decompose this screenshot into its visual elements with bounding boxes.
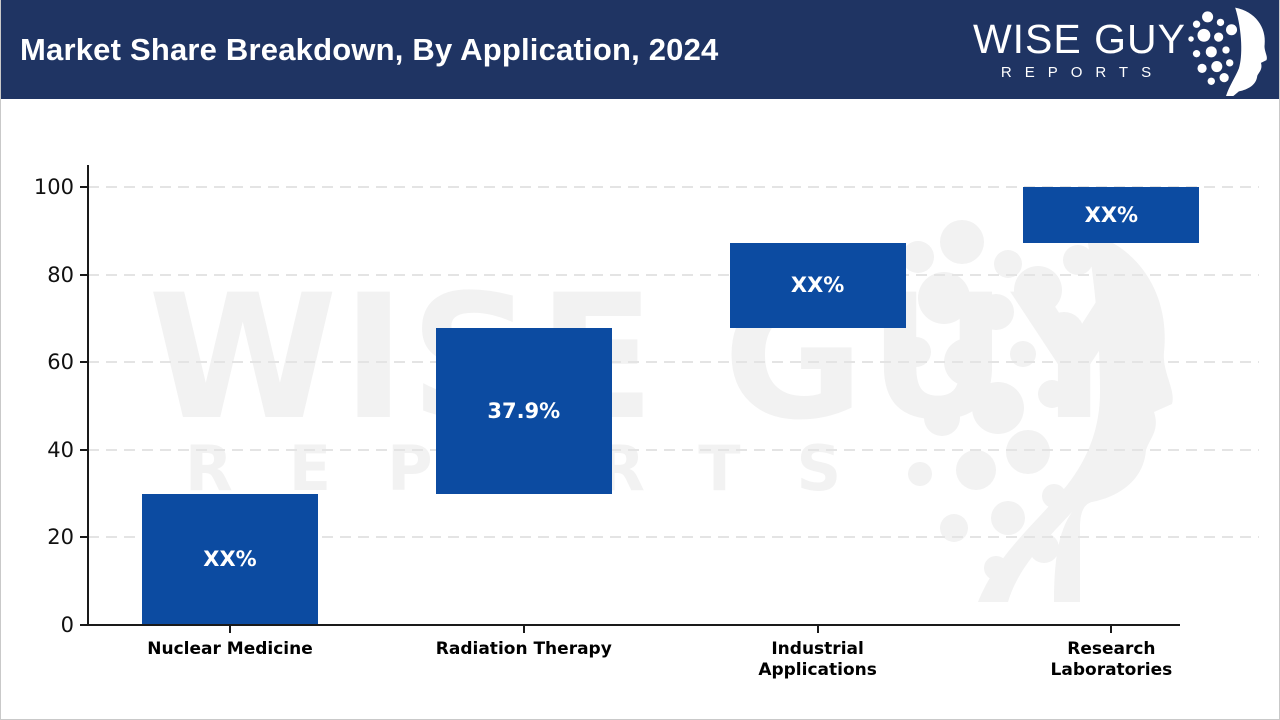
y-tick-mark [80,624,88,626]
x-category-label-line: Industrial [771,639,864,659]
y-tick-label: 80 [47,262,74,287]
bar-value-label: XX% [203,547,257,572]
y-tick-mark [80,361,88,364]
y-tick-label: 0 [60,613,74,637]
bar-value-label: 37.9% [487,398,561,423]
x-category-label: Research Laboratories [996,639,1226,681]
y-axis-line [87,165,89,626]
x-tick-mark [816,626,819,633]
x-category-label: Radiation Therapy [409,639,639,660]
gridline-80 [88,273,1259,276]
y-tick-label: 60 [47,350,74,375]
brand-head-dots-icon [1188,7,1267,96]
x-axis-line [85,624,1180,626]
bar-value-label: XX% [1084,202,1139,227]
page-title: Market Share Breakdown, By Application, … [20,31,719,67]
y-tick-label: 100 [33,175,74,199]
x-tick-mark [229,626,231,633]
x-category-label-line: Laboratories [1050,660,1173,680]
y-tick-mark [80,273,88,276]
brand-logo-text: WISE GUY REPORTS [972,15,1186,81]
y-tick-mark [80,536,88,539]
gridline-60 [88,361,1259,364]
brand-logo: WISE GUY REPORTS [973,0,1272,99]
gridline-100 [88,186,1259,188]
brand-name: WISE GUY [972,15,1186,62]
y-tick-mark [80,448,88,451]
bar-segment [1023,187,1200,243]
x-tick-mark [522,626,525,633]
x-category-label-line: Research [1067,639,1156,659]
y-tick-label: 20 [47,525,74,550]
bar-segment [142,493,318,625]
x-category-label: Nuclear Medicine [115,639,345,660]
x-tick-mark [1110,626,1113,633]
brand-subtitle: REPORTS [1000,63,1165,81]
x-category-label-line: Applications [758,660,877,680]
gridline-20 [88,536,1259,539]
y-tick-mark [80,186,88,188]
bar-value-label: XX% [790,273,845,298]
y-tick-label: 40 [47,437,74,462]
bar-segment [435,327,612,494]
header-bar: Market Share Breakdown, By Application, … [0,0,1280,99]
x-category-label-line: Radiation Therapy [435,639,612,659]
gridline-40 [88,448,1259,451]
x-category-label-line: Nuclear Medicine [147,639,313,659]
x-category-label: Industrial Applications [703,639,933,681]
bar-segment [729,242,906,328]
